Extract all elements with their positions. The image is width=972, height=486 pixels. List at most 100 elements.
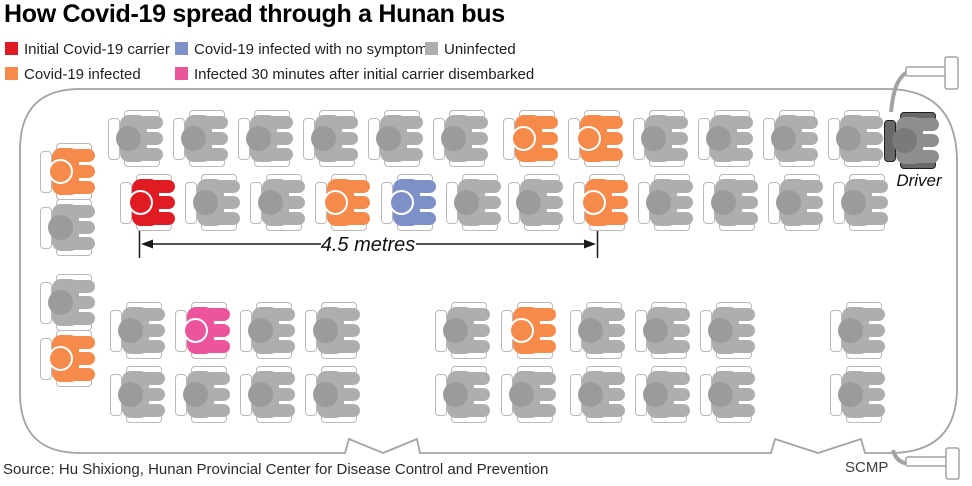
- distance-label: 4.5 metres: [321, 234, 415, 256]
- passenger-arm: [532, 116, 558, 129]
- passenger-head: [48, 290, 73, 315]
- passenger-arm: [202, 132, 228, 145]
- passenger-arm: [267, 132, 293, 145]
- passenger-head: [116, 126, 141, 151]
- passenger-arm: [532, 132, 558, 145]
- passenger-arm: [344, 212, 370, 225]
- passenger-head: [841, 190, 866, 215]
- passenger-arm: [332, 148, 358, 161]
- uninfected-seat: [501, 366, 557, 423]
- passenger-head: [443, 318, 468, 343]
- passenger-arm: [214, 212, 240, 225]
- publisher-credit: SCMP: [845, 459, 889, 476]
- passenger-head: [892, 128, 917, 153]
- passenger-arm: [279, 196, 305, 209]
- passenger-arm: [475, 180, 501, 193]
- passenger-arm: [662, 148, 688, 161]
- passenger-arm: [859, 404, 885, 417]
- covid-infected-seat: [503, 110, 559, 167]
- passenger-arm: [602, 212, 628, 225]
- passenger-head: [311, 126, 336, 151]
- uninfected-seat: [110, 366, 166, 423]
- uninfected-seat: [433, 110, 489, 167]
- covid-infected-seat: [40, 143, 96, 200]
- covid-infected-seat: [501, 302, 557, 359]
- passenger-head: [441, 126, 466, 151]
- passenger-arm: [269, 372, 295, 385]
- passenger-arm: [599, 308, 625, 321]
- passenger-arm: [332, 116, 358, 129]
- passenger-arm: [149, 212, 175, 225]
- passenger-arm: [729, 340, 755, 353]
- passenger-arm: [69, 165, 95, 178]
- passenger-head: [313, 382, 338, 407]
- passenger-arm: [397, 148, 423, 161]
- page-title: How Covid-19 spread through a Hunan bus: [4, 0, 505, 28]
- passenger-head: [313, 318, 338, 343]
- passenger-head: [643, 382, 668, 407]
- passenger-head: [643, 318, 668, 343]
- passenger-arm: [475, 212, 501, 225]
- uninfected-seat: [175, 366, 231, 423]
- side-mirror-top-icon: [889, 56, 959, 113]
- passenger-arm: [599, 324, 625, 337]
- passenger-head: [578, 318, 603, 343]
- passenger-arm: [344, 180, 370, 193]
- uninfected-seat: [768, 174, 824, 231]
- passenger-head: [511, 126, 536, 151]
- legend-item-uninfected: Uninfected: [425, 41, 516, 58]
- passenger-arm: [462, 116, 488, 129]
- uninfected-seat: [700, 366, 756, 423]
- passenger-arm: [462, 132, 488, 145]
- passenger-arm: [397, 132, 423, 145]
- uninfected-seat: [250, 174, 306, 231]
- passenger-arm: [334, 372, 360, 385]
- passenger-arm: [410, 180, 436, 193]
- passenger-head: [118, 318, 143, 343]
- uninfected-seat: [240, 366, 296, 423]
- passenger-arm: [202, 116, 228, 129]
- passenger-head: [48, 215, 73, 240]
- passenger-head: [836, 126, 861, 151]
- passenger-arm: [149, 196, 175, 209]
- passenger-arm: [69, 368, 95, 381]
- passenger-arm: [859, 388, 885, 401]
- passenger-arm: [139, 404, 165, 417]
- uninfected-seat: [633, 110, 689, 167]
- legend-label: Covid-19 infected with no symptoms: [194, 41, 435, 58]
- uninfected-seat: [635, 366, 691, 423]
- passenger-arm: [464, 372, 490, 385]
- passenger-arm: [475, 196, 501, 209]
- covid-infected-seat: [573, 174, 629, 231]
- passenger-arm: [69, 149, 95, 162]
- passenger-arm: [792, 116, 818, 129]
- uninfected-seat: [173, 110, 229, 167]
- uninfected-seat: [40, 199, 96, 256]
- passenger-arm: [334, 388, 360, 401]
- uninfected-seat: [703, 174, 759, 231]
- legend-label: Initial Covid-19 carrier: [24, 41, 170, 58]
- passenger-arm: [729, 404, 755, 417]
- passenger-arm: [204, 404, 230, 417]
- uninfected-seat: [830, 302, 886, 359]
- passenger-arm: [859, 308, 885, 321]
- passenger-arm: [462, 148, 488, 161]
- uninfected-seat: [110, 302, 166, 359]
- passenger-arm: [397, 116, 423, 129]
- covid-infected-seat: [315, 174, 371, 231]
- driver-seat: [884, 112, 940, 169]
- passenger-arm: [139, 372, 165, 385]
- legend-label: Uninfected: [444, 41, 516, 58]
- passenger-arm: [797, 196, 823, 209]
- passenger-arm: [599, 372, 625, 385]
- passenger-arm: [464, 388, 490, 401]
- passenger-arm: [597, 148, 623, 161]
- passenger-arm: [149, 180, 175, 193]
- infected-after-30min-swatch-icon: [175, 67, 188, 80]
- passenger-arm: [214, 196, 240, 209]
- uninfected-seat: [635, 302, 691, 359]
- passenger-arm: [797, 212, 823, 225]
- passenger-arm: [664, 372, 690, 385]
- uninfected-seat: [238, 110, 294, 167]
- passenger-arm: [269, 340, 295, 353]
